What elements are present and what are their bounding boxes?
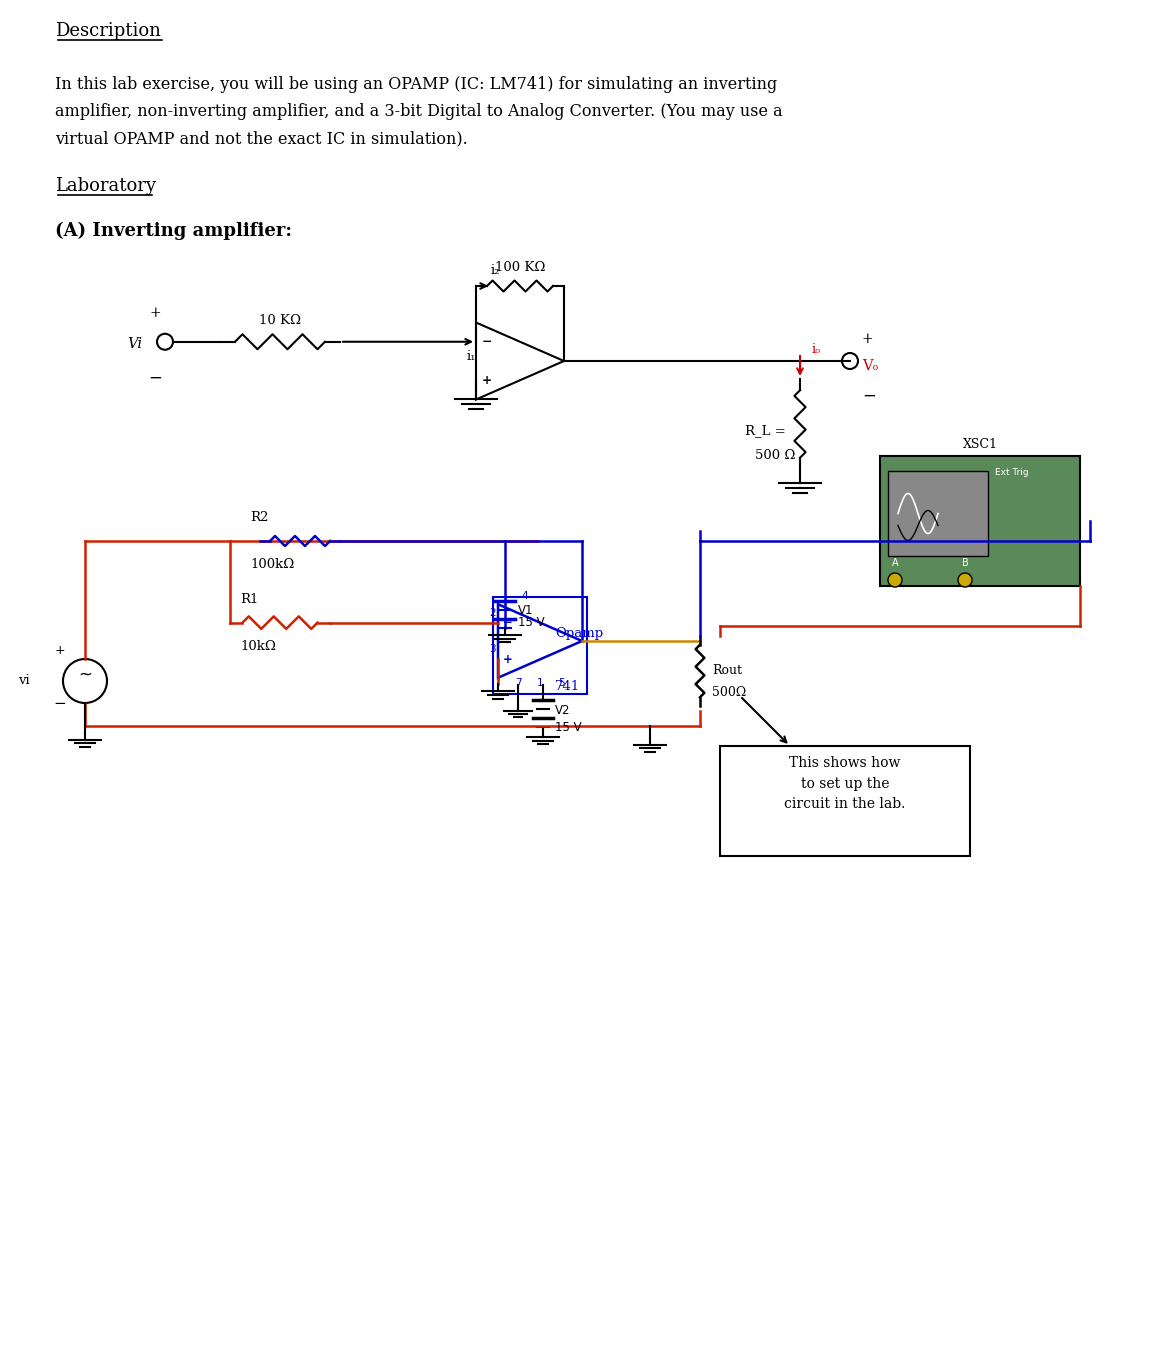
Text: R2: R2 (250, 511, 269, 524)
Text: 15 V: 15 V (518, 616, 545, 629)
Text: +: + (862, 332, 873, 346)
Text: −: − (481, 335, 492, 349)
Text: ~: ~ (77, 666, 92, 684)
Text: XSC1: XSC1 (963, 437, 998, 451)
Text: Rout: Rout (711, 665, 742, 677)
Text: Opamp: Opamp (555, 626, 603, 639)
Text: +: + (55, 643, 66, 657)
Text: 4: 4 (521, 591, 528, 602)
Text: −: − (148, 370, 162, 386)
Text: V2: V2 (555, 704, 571, 716)
Text: vi: vi (19, 674, 31, 688)
Text: Ext Trig: Ext Trig (996, 468, 1028, 476)
Circle shape (958, 573, 972, 587)
Text: In this lab exercise, you will be using an OPAMP (IC: LM741) for simulating an i: In this lab exercise, you will be using … (55, 75, 783, 148)
Text: 100kΩ: 100kΩ (250, 559, 295, 571)
Text: Description: Description (55, 22, 161, 40)
Text: A: A (892, 559, 898, 568)
Text: 3: 3 (490, 645, 495, 654)
Text: V1: V1 (518, 603, 533, 616)
Text: 741: 741 (555, 680, 580, 692)
Text: 2: 2 (490, 607, 495, 618)
Bar (493, 596, 587, 695)
Text: 5: 5 (558, 678, 565, 688)
Text: −: − (54, 696, 67, 711)
Circle shape (888, 573, 902, 587)
Text: +: + (149, 306, 161, 320)
Text: Laboratory: Laboratory (55, 178, 156, 195)
Text: 500 Ω: 500 Ω (755, 450, 795, 462)
Bar (888, 471, 989, 556)
Text: +: + (504, 653, 513, 666)
Text: iₒ: iₒ (812, 343, 822, 355)
Bar (880, 456, 1080, 586)
Text: 1: 1 (537, 678, 544, 688)
Text: −: − (862, 388, 876, 405)
Text: 15 V: 15 V (555, 720, 581, 734)
Text: R1: R1 (239, 592, 258, 606)
Text: 10 KΩ: 10 KΩ (259, 314, 301, 327)
Text: (A) Inverting amplifier:: (A) Inverting amplifier: (55, 222, 292, 240)
Text: 500Ω: 500Ω (711, 686, 747, 700)
Bar (720, 746, 970, 856)
Text: R_L =: R_L = (745, 424, 785, 437)
Text: Vₒ: Vₒ (862, 359, 878, 373)
Text: 100 KΩ: 100 KΩ (494, 261, 545, 275)
Text: 10kΩ: 10kΩ (239, 639, 276, 653)
Text: Vi: Vi (128, 336, 142, 351)
Text: This shows how
to set up the
circuit in the lab.: This shows how to set up the circuit in … (784, 756, 905, 812)
Text: i₁: i₁ (466, 350, 475, 363)
Text: 7: 7 (515, 678, 521, 688)
Text: +: + (481, 374, 492, 386)
Text: B: B (962, 559, 969, 568)
Text: −: − (504, 616, 513, 629)
Text: i₂: i₂ (491, 264, 500, 277)
